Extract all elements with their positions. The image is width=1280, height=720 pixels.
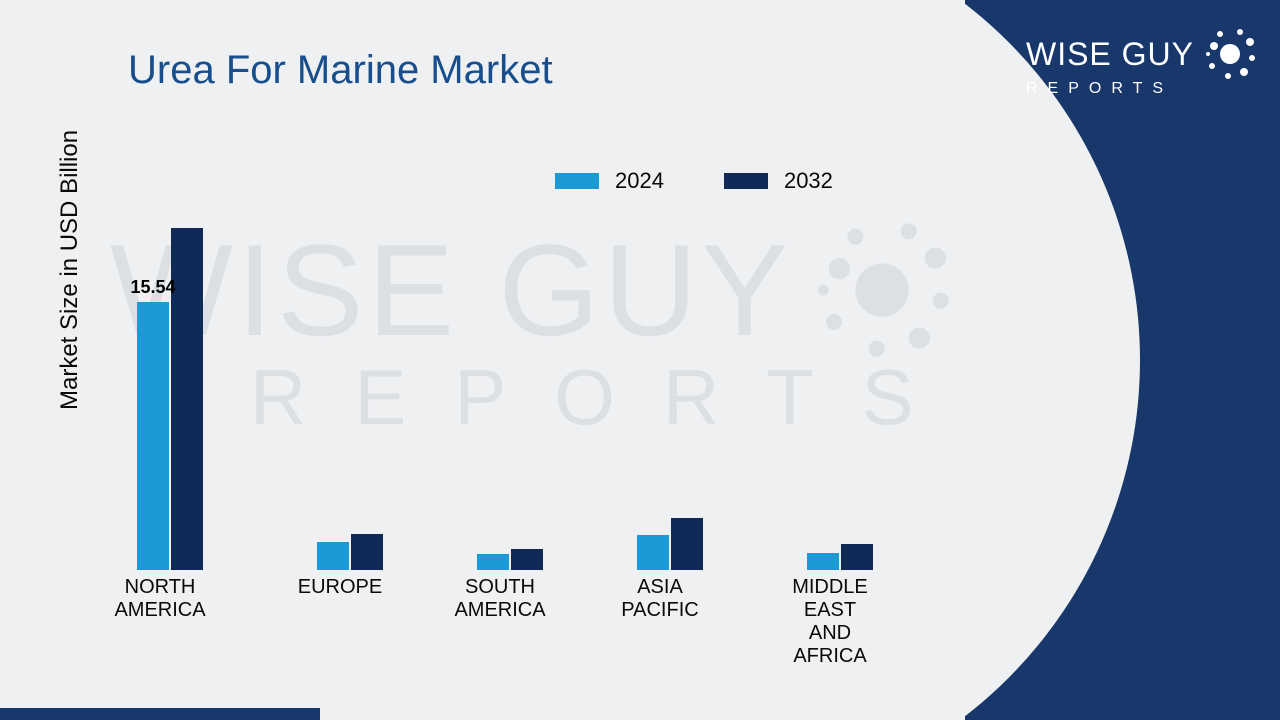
brand-head-icon [1200, 24, 1260, 84]
bar [137, 302, 169, 570]
bar [671, 518, 703, 570]
x-axis-label: NORTHAMERICA [85, 576, 235, 622]
bar [807, 553, 839, 570]
x-axis-label: ASIAPACIFIC [585, 576, 735, 622]
bottom-accent-bar [0, 708, 320, 720]
bar [511, 549, 543, 570]
bar [841, 544, 873, 570]
page-title: Urea For Marine Market [128, 48, 553, 93]
value-label: 15.54 [130, 277, 175, 298]
bar [477, 554, 509, 570]
bar [171, 228, 203, 570]
legend-swatch [555, 173, 599, 189]
bar [637, 535, 669, 570]
x-axis-label: SOUTHAMERICA [425, 576, 575, 622]
brand-logo: WISE GUY REPORTS [1026, 24, 1260, 98]
legend-swatch [724, 173, 768, 189]
bar [317, 542, 349, 570]
x-axis-label: EUROPE [265, 576, 415, 599]
bar [351, 534, 383, 570]
brand-text-top: WISE GUY [1026, 36, 1194, 73]
bar-chart: Market Size in USD Billion 15.54 NORTHAM… [100, 190, 940, 660]
plot-area: 15.54 [110, 190, 940, 570]
x-axis-label: MIDDLEEASTANDAFRICA [755, 576, 905, 668]
stage: Urea For Marine Market WISE GUY REPORTS … [0, 0, 1280, 720]
y-axis-label: Market Size in USD Billion [56, 130, 84, 410]
